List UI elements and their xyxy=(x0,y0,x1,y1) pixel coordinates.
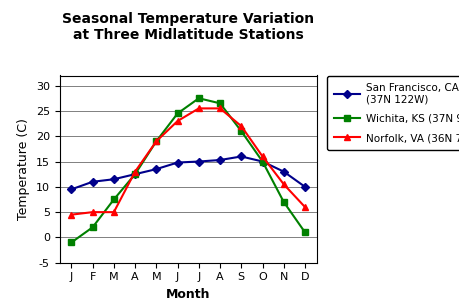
Norfolk, VA (36N 76W) xyxy=(68,213,74,217)
Norfolk, VA (36N 76W) xyxy=(154,140,159,143)
Norfolk, VA (36N 76W) xyxy=(175,119,180,123)
Norfolk, VA (36N 76W) xyxy=(260,155,265,158)
Wichita, KS (37N 97W) xyxy=(68,241,74,244)
Wichita, KS (37N 97W) xyxy=(217,101,223,105)
San Francisco, CA
(37N 122W) xyxy=(196,160,202,163)
San Francisco, CA
(37N 122W) xyxy=(217,158,223,162)
Wichita, KS (37N 97W) xyxy=(302,230,308,234)
Norfolk, VA (36N 76W) xyxy=(132,170,138,173)
San Francisco, CA
(37N 122W) xyxy=(111,178,117,181)
Norfolk, VA (36N 76W) xyxy=(196,107,202,110)
Wichita, KS (37N 97W) xyxy=(90,226,95,229)
San Francisco, CA
(37N 122W) xyxy=(302,185,308,189)
San Francisco, CA
(37N 122W) xyxy=(154,167,159,171)
Wichita, KS (37N 97W) xyxy=(239,129,244,133)
Wichita, KS (37N 97W) xyxy=(196,96,202,100)
Line: Norfolk, VA (36N 76W): Norfolk, VA (36N 76W) xyxy=(68,105,308,218)
Wichita, KS (37N 97W) xyxy=(175,112,180,115)
Wichita, KS (37N 97W) xyxy=(260,160,265,163)
Norfolk, VA (36N 76W) xyxy=(217,107,223,110)
Norfolk, VA (36N 76W) xyxy=(239,124,244,128)
San Francisco, CA
(37N 122W) xyxy=(90,180,95,184)
San Francisco, CA
(37N 122W) xyxy=(239,155,244,158)
San Francisco, CA
(37N 122W) xyxy=(132,172,138,176)
San Francisco, CA
(37N 122W) xyxy=(281,170,286,173)
Line: San Francisco, CA
(37N 122W): San Francisco, CA (37N 122W) xyxy=(68,154,308,192)
Y-axis label: Temperature (C): Temperature (C) xyxy=(17,118,30,220)
Wichita, KS (37N 97W) xyxy=(132,172,138,176)
San Francisco, CA
(37N 122W) xyxy=(175,161,180,164)
Wichita, KS (37N 97W) xyxy=(154,140,159,143)
Legend: San Francisco, CA
(37N 122W), Wichita, KS (37N 97W), Norfolk, VA (36N 76W): San Francisco, CA (37N 122W), Wichita, K… xyxy=(327,76,459,150)
Wichita, KS (37N 97W) xyxy=(111,198,117,201)
Norfolk, VA (36N 76W) xyxy=(90,210,95,214)
Norfolk, VA (36N 76W) xyxy=(302,205,308,209)
Wichita, KS (37N 97W) xyxy=(281,200,286,204)
Line: Wichita, KS (37N 97W): Wichita, KS (37N 97W) xyxy=(68,95,308,245)
San Francisco, CA
(37N 122W) xyxy=(68,188,74,191)
Norfolk, VA (36N 76W) xyxy=(281,182,286,186)
Text: Seasonal Temperature Variation
at Three Midlatitude Stations: Seasonal Temperature Variation at Three … xyxy=(62,12,314,42)
X-axis label: Month: Month xyxy=(166,288,210,301)
San Francisco, CA
(37N 122W) xyxy=(260,160,265,163)
Norfolk, VA (36N 76W) xyxy=(111,210,117,214)
